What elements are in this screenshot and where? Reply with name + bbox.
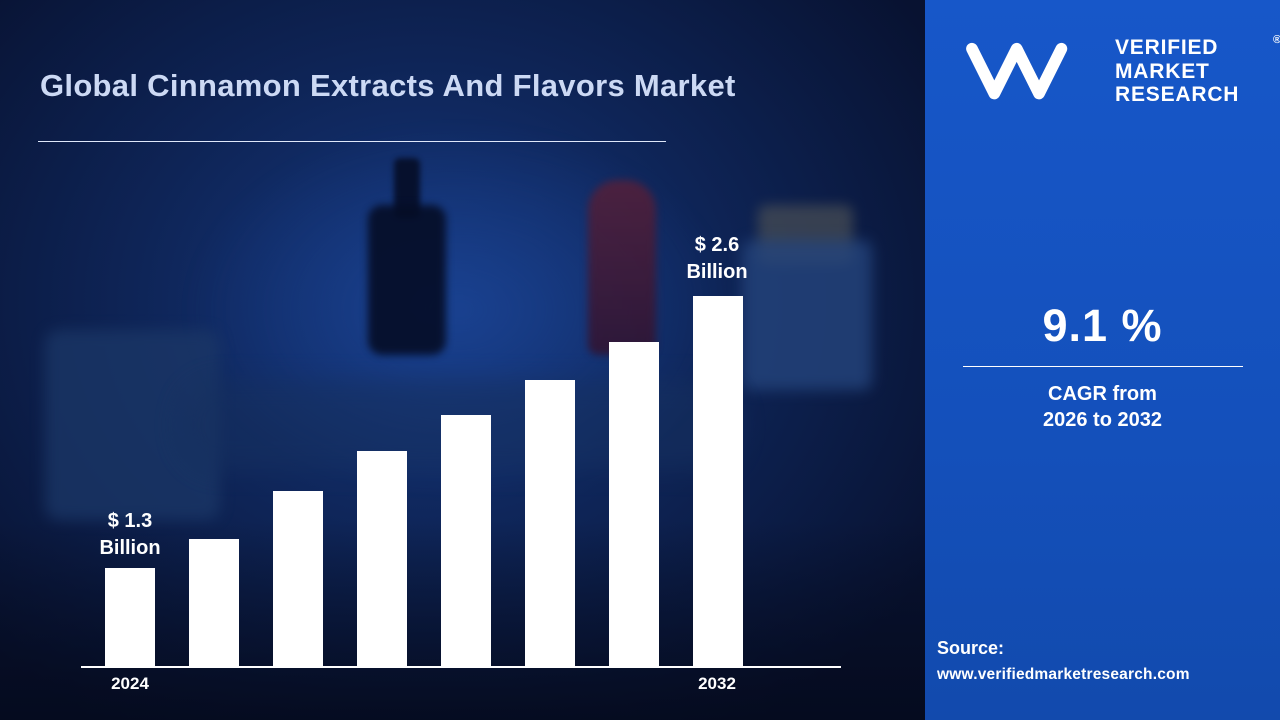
brand-block: VERIFIED MARKET RESEARCH ® <box>947 34 1280 114</box>
bar-5 <box>525 380 575 666</box>
cagr-caption: CAGR from 2026 to 2032 <box>925 381 1280 433</box>
bar-3 <box>357 451 407 666</box>
source-block: Source: www.verifiedmarketresearch.com <box>937 638 1272 684</box>
x-axis-line <box>81 666 841 668</box>
first-bar-unit: Billion <box>99 537 161 559</box>
source-url-link[interactable]: www.verifiedmarketresearch.com <box>937 666 1190 683</box>
brand-line-research: RESEARCH <box>1115 83 1240 106</box>
title-underline <box>38 141 666 142</box>
cagr-caption-line2: 2026 to 2032 <box>1043 409 1162 431</box>
bar-4 <box>441 415 491 666</box>
cagr-value: 9.1 % <box>1042 300 1163 351</box>
background-bottle-silhouette <box>394 158 420 218</box>
vmr-logo-icon <box>966 42 1068 100</box>
bar-6 <box>609 342 659 666</box>
cagr-caption-line1: CAGR from <box>1048 383 1157 405</box>
brand-line-market: MARKET <box>1115 59 1210 83</box>
data-label-last-bar: $ 2.6 Billion <box>652 232 782 286</box>
x-axis-label-2032: 2032 <box>698 674 736 693</box>
bar-0 <box>105 568 155 666</box>
brand-line-verified: VERIFIED <box>1115 36 1219 59</box>
data-label-first-bar: $ 1.3 Billion <box>65 508 195 562</box>
cagr-block: 9.1 % CAGR from 2026 to 2032 <box>925 300 1280 433</box>
last-bar-unit: Billion <box>686 261 748 283</box>
last-bar-value: $ 2.6 <box>694 234 740 256</box>
cagr-underline <box>962 366 1243 367</box>
registered-trademark-icon: ® <box>1273 34 1280 46</box>
bar-chart: $ 1.3 Billion $ 2.6 Billion 2024 2032 <box>81 234 841 693</box>
brand-name: VERIFIED MARKET RESEARCH <box>1115 36 1239 107</box>
chart-panel: Global Cinnamon Extracts And Flavors Mar… <box>0 0 925 720</box>
x-axis-label-2024: 2024 <box>111 674 149 693</box>
bar-2 <box>273 491 323 666</box>
info-panel: VERIFIED MARKET RESEARCH ® 9.1 % CAGR fr… <box>925 0 1280 720</box>
first-bar-value: $ 1.3 <box>107 510 153 532</box>
source-label: Source: <box>937 638 1005 658</box>
bar-1 <box>189 539 239 666</box>
bar-7 <box>693 296 743 666</box>
page-title: Global Cinnamon Extracts And Flavors Mar… <box>40 67 736 103</box>
